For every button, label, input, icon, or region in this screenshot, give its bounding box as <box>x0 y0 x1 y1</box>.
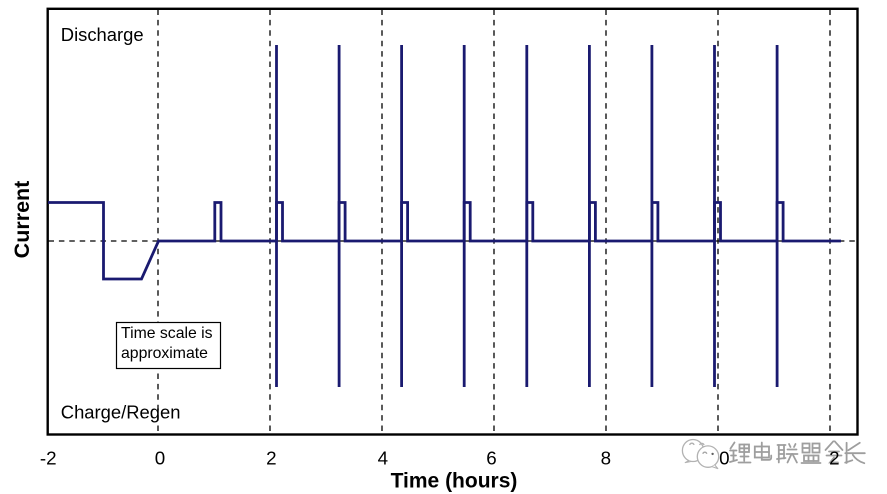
svg-text:approximate: approximate <box>121 345 208 362</box>
svg-text:4: 4 <box>378 448 388 469</box>
svg-text:2: 2 <box>266 448 276 469</box>
svg-text:-2: -2 <box>40 448 57 469</box>
svg-text:Time (hours): Time (hours) <box>391 470 518 493</box>
svg-text:0: 0 <box>719 448 729 469</box>
svg-text:Current: Current <box>10 181 34 259</box>
svg-text:Time scale is: Time scale is <box>121 325 213 342</box>
svg-text:Discharge: Discharge <box>61 24 144 45</box>
svg-text:2: 2 <box>829 448 839 469</box>
svg-text:Charge/Regen: Charge/Regen <box>61 402 181 423</box>
svg-text:6: 6 <box>486 448 496 469</box>
svg-text:8: 8 <box>601 448 611 469</box>
svg-text:0: 0 <box>155 448 165 469</box>
